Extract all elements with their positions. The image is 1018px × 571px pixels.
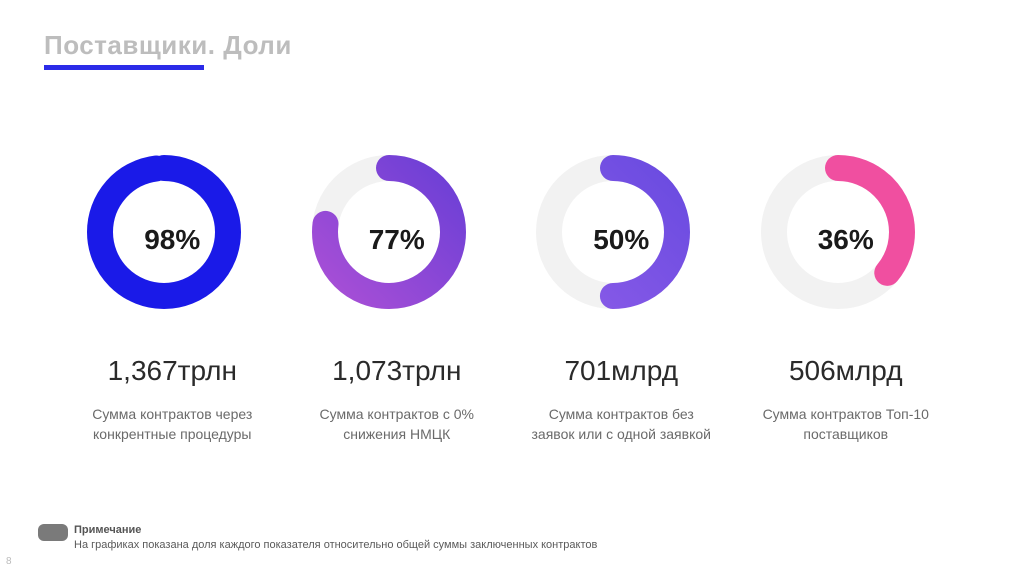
note-text: Примечание На графиках показана доля каж… (74, 523, 597, 553)
note-title: Примечание (74, 523, 597, 538)
donut-chart: 98% 1,367трлн Сумма контрактов через кон… (67, 155, 277, 444)
donut-percent: 50% (536, 155, 706, 325)
note-body: На графиках показана доля каждого показа… (74, 538, 597, 553)
donut: 98% (87, 155, 257, 325)
donut-chart: 36% 506млрд Сумма контрактов Топ-10 пост… (741, 155, 951, 444)
title-underline (44, 65, 204, 70)
donut-description: Сумма контрактов Топ-10 поставщиков (751, 405, 941, 444)
donut-description: Сумма контрактов через конкрентные проце… (77, 405, 267, 444)
donut: 36% (761, 155, 931, 325)
charts-row: 98% 1,367трлн Сумма контрактов через кон… (0, 155, 1018, 444)
page-title: Поставщики. Доли (44, 30, 292, 61)
donut-chart: 77% 1,073трлн Сумма контрактов с 0% сниж… (292, 155, 502, 444)
donut-chart: 50% 701млрд Сумма контрактов без заявок … (516, 155, 726, 444)
footnote: Примечание На графиках показана доля каж… (38, 523, 597, 553)
donut-percent: 98% (87, 155, 257, 325)
donut: 50% (536, 155, 706, 325)
donut-amount: 701млрд (564, 355, 678, 387)
donut: 77% (312, 155, 482, 325)
donut-amount: 506млрд (789, 355, 903, 387)
donut-amount: 1,073трлн (332, 355, 461, 387)
donut-description: Сумма контрактов с 0% снижения НМЦК (302, 405, 492, 444)
donut-percent: 77% (312, 155, 482, 325)
page-number: 8 (6, 556, 12, 567)
donut-description: Сумма контрактов без заявок или с одной … (526, 405, 716, 444)
note-icon (38, 524, 68, 541)
donut-percent: 36% (761, 155, 931, 325)
donut-amount: 1,367трлн (108, 355, 237, 387)
